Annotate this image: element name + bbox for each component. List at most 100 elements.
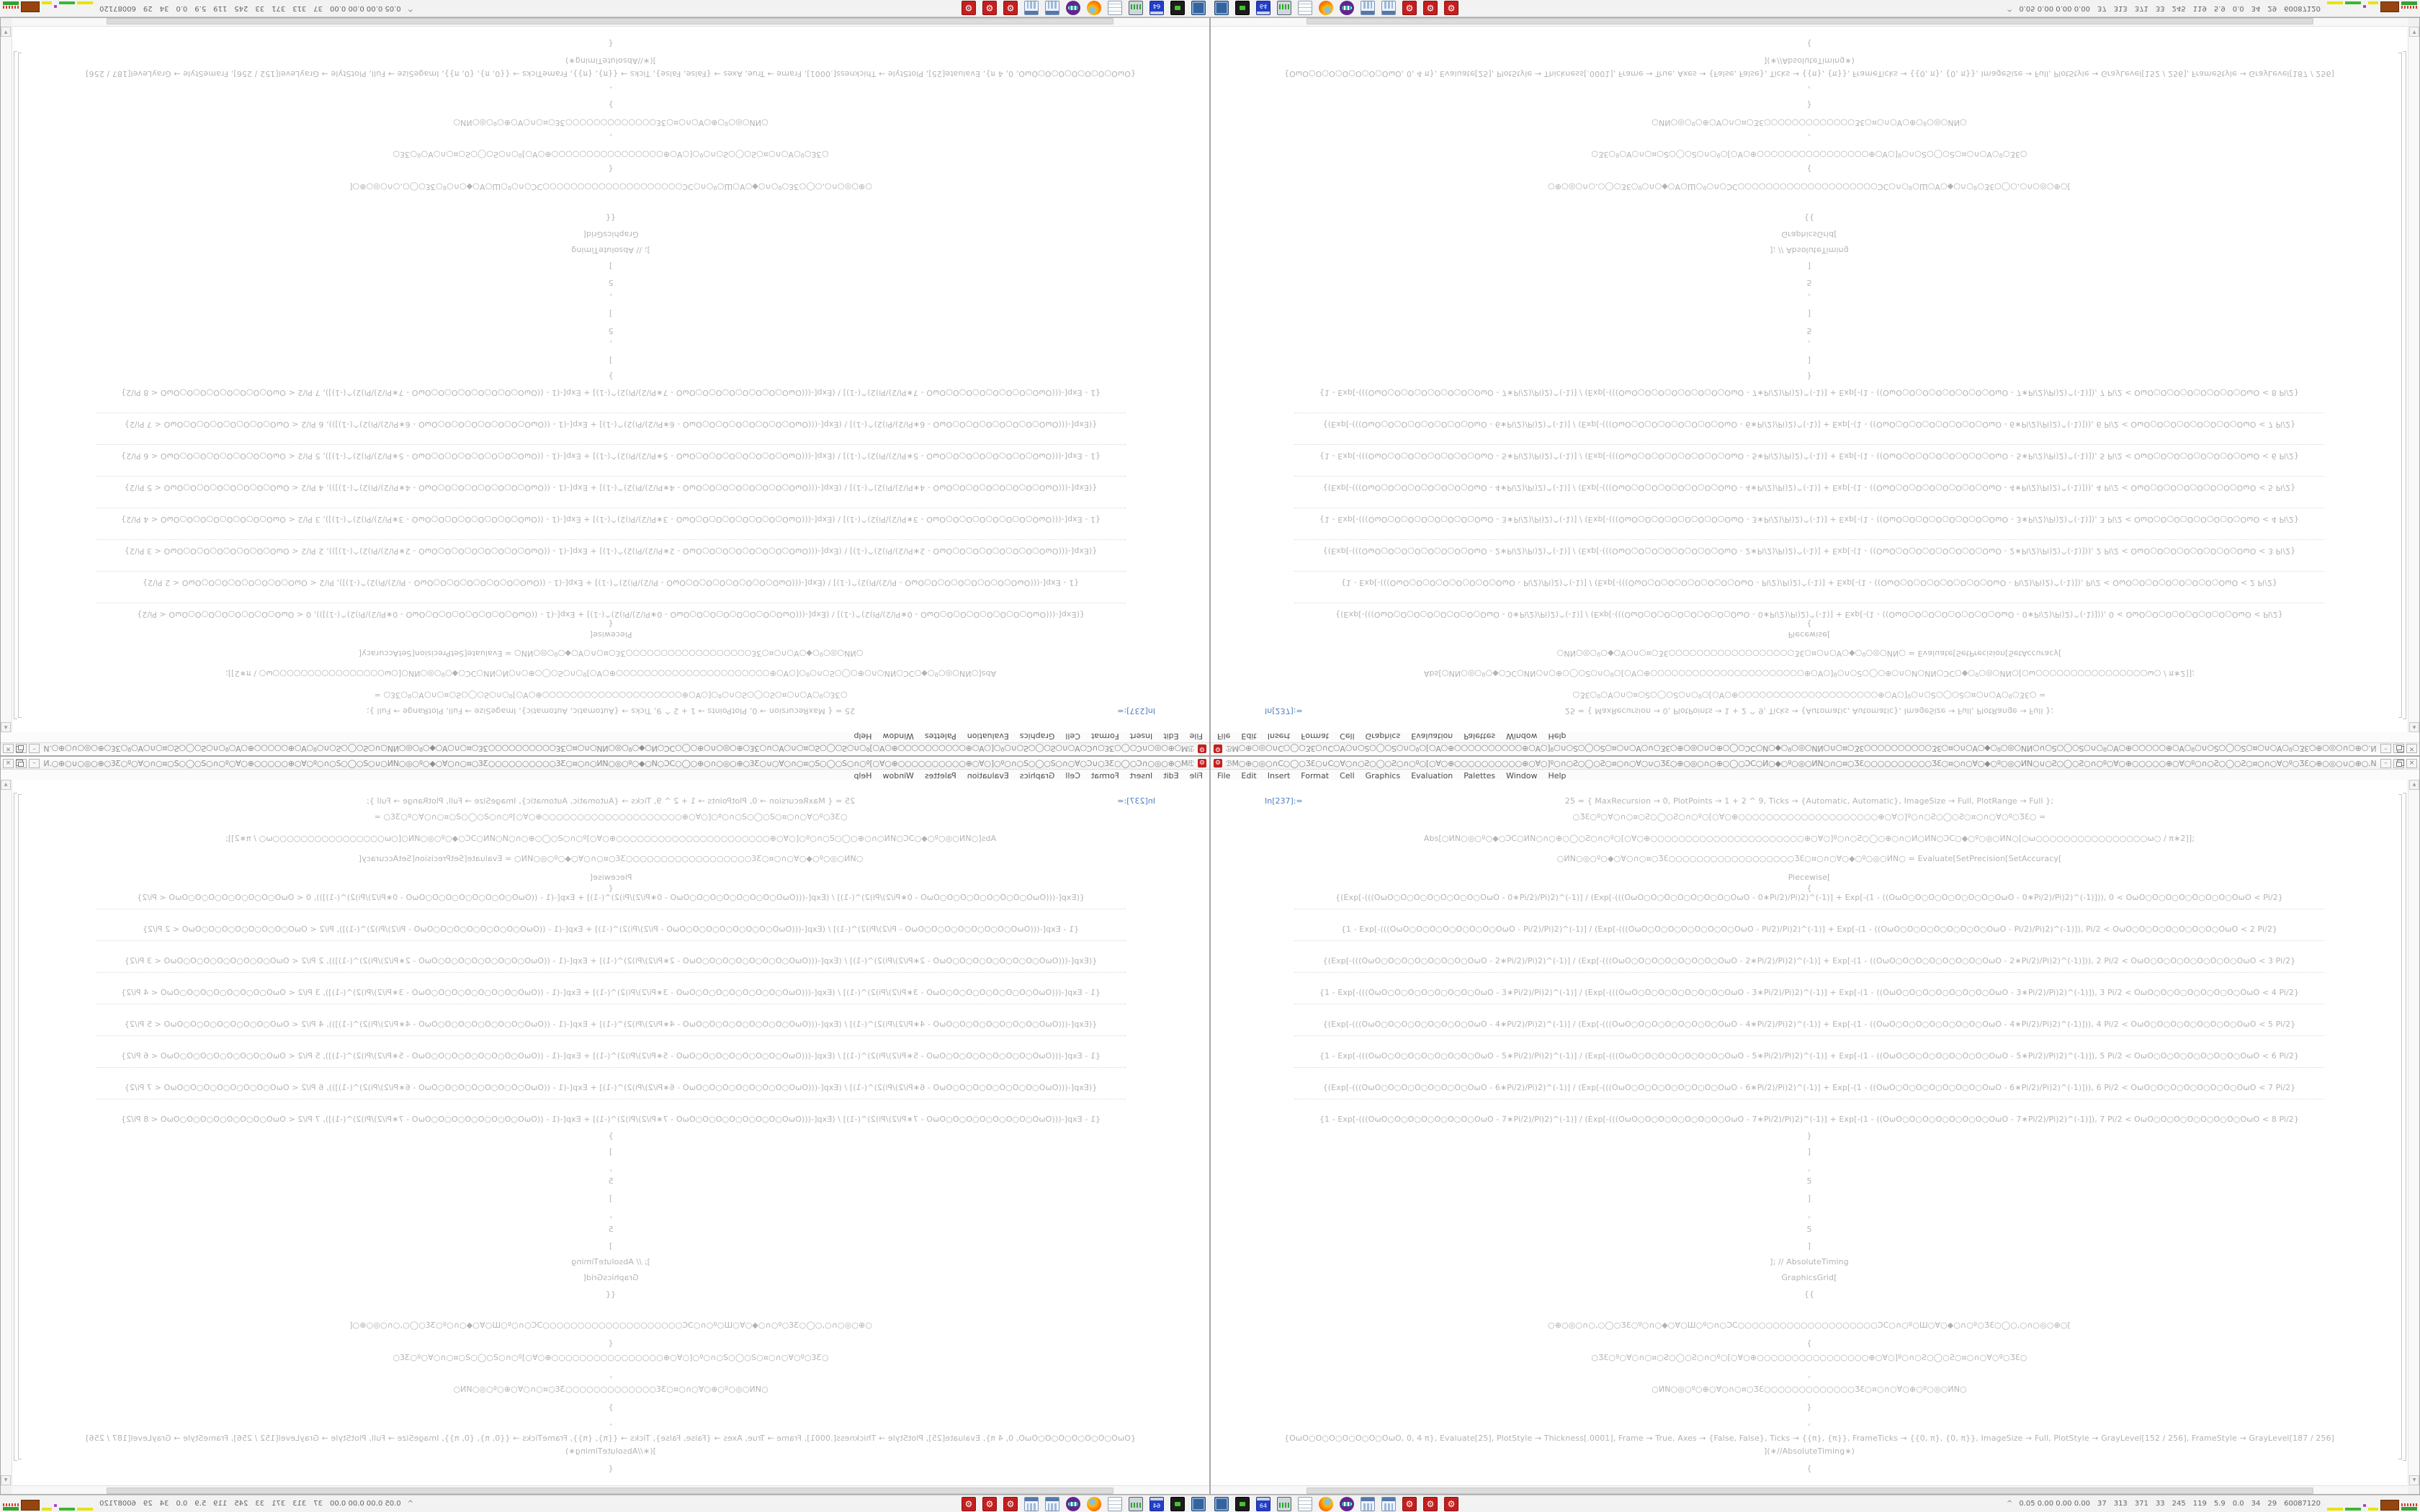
menu-edit[interactable]: Edit [1241, 770, 1257, 780]
menu-file[interactable]: File [1217, 732, 1231, 742]
menu-evaluation[interactable]: Evaluation [1411, 770, 1453, 780]
menu-window[interactable]: Window [1506, 770, 1538, 780]
close-button[interactable]: × [3, 758, 14, 768]
mathematica-window-icon-3[interactable]: ⚙ [962, 1, 976, 16]
privacy-browser-icon[interactable] [1340, 1, 1354, 16]
mathematica-window-icon-1[interactable]: ⚙ [1402, 1, 1417, 16]
menu-evaluation[interactable]: Evaluation [967, 732, 1009, 742]
calculator-icon[interactable] [1045, 1, 1059, 16]
mathematica-window-icon-1[interactable]: ⚙ [1003, 1496, 1018, 1511]
calculator-icon[interactable] [1361, 1496, 1375, 1511]
task-manager-icon[interactable] [1129, 1496, 1143, 1511]
window-titlebar[interactable]: ⚙ ℬM○⊕○◎○∩C○◯○ƷƐ○∪C○∀○∩○Ƨ○◯○Ƨ○∩○º○[○∀○⊕○… [1211, 757, 2419, 770]
scroll-down-button[interactable]: ▼ [1, 1475, 11, 1485]
floppy-64-icon[interactable]: 64 [1150, 1, 1164, 16]
minimize-button[interactable]: – [29, 744, 40, 754]
calculator-icon[interactable] [1361, 1, 1375, 16]
menu-edit[interactable]: Edit [1241, 732, 1257, 742]
menu-palettes[interactable]: Palettes [1464, 732, 1496, 742]
scroll-down-button[interactable]: ▼ [2409, 27, 2419, 37]
menu-insert[interactable]: Insert [1267, 732, 1291, 742]
menu-edit[interactable]: Edit [1163, 732, 1179, 742]
menu-file[interactable]: File [1217, 770, 1231, 780]
menu-cell[interactable]: Cell [1340, 732, 1355, 742]
menu-format[interactable]: Format [1301, 770, 1330, 780]
menu-graphics[interactable]: Graphics [1019, 732, 1055, 742]
cell-bracket-inner[interactable] [18, 53, 22, 718]
close-button[interactable]: × [2406, 758, 2417, 768]
restore-button[interactable] [2393, 758, 2404, 768]
mathematica-window-icon-2[interactable]: ⚙ [1423, 1, 1438, 16]
task-manager-icon[interactable] [1277, 1496, 1291, 1511]
privacy-browser-icon[interactable] [1066, 1496, 1080, 1511]
calculator-icon-2[interactable] [1024, 1496, 1039, 1511]
vertical-scrollbar[interactable]: ▲ ▼ [2408, 780, 2419, 1485]
cell-bracket-inner[interactable] [18, 794, 22, 1459]
mathematica-window-icon-1[interactable]: ⚙ [1402, 1496, 1417, 1511]
text-editor-icon[interactable] [1298, 1, 1312, 16]
menu-palettes[interactable]: Palettes [924, 732, 956, 742]
menu-window[interactable]: Window [1506, 732, 1538, 742]
scroll-up-button[interactable]: ▲ [1, 780, 11, 790]
menu-format[interactable]: Format [1090, 732, 1119, 742]
cell-bracket-outer[interactable] [14, 51, 17, 719]
menu-window[interactable]: Window [882, 732, 914, 742]
text-editor-icon[interactable] [1108, 1, 1122, 16]
close-button[interactable]: × [2406, 744, 2417, 754]
menu-file[interactable]: File [1189, 732, 1203, 742]
text-editor-icon[interactable] [1298, 1496, 1312, 1511]
firefox-icon[interactable] [1319, 1, 1333, 16]
calculator-icon-2[interactable] [1024, 1, 1039, 16]
sd-card-copier-icon[interactable] [1170, 1496, 1185, 1511]
menu-insert[interactable]: Insert [1267, 770, 1291, 780]
cell-bracket-outer[interactable] [2403, 51, 2406, 719]
menu-format[interactable]: Format [1301, 732, 1330, 742]
menu-graphics[interactable]: Graphics [1365, 732, 1401, 742]
window-titlebar[interactable]: ⚙ ℬM○⊕○◎○∩C○◯○ƷƐ○∪C○∀○∩○Ƨ○◯○Ƨ○∩○º○[○∀○⊕○… [1, 757, 1209, 770]
sd-card-copier-icon[interactable] [1235, 1, 1250, 16]
menu-help[interactable]: Help [1548, 770, 1567, 780]
tray-collapse-icon[interactable]: ^ [2006, 4, 2013, 13]
scroll-down-button[interactable]: ▼ [1, 27, 11, 37]
menu-help[interactable]: Help [853, 732, 872, 742]
tray-collapse-icon[interactable]: ^ [407, 4, 414, 13]
cell-bracket-outer[interactable] [2403, 793, 2406, 1461]
mathematica-window-icon-2[interactable]: ⚙ [982, 1496, 997, 1511]
cell-bracket-inner[interactable] [2398, 794, 2402, 1459]
scroll-up-button[interactable]: ▲ [1, 722, 11, 732]
scroll-up-button[interactable]: ▲ [2409, 780, 2419, 790]
privacy-browser-icon[interactable] [1340, 1496, 1354, 1511]
menu-graphics[interactable]: Graphics [1365, 770, 1401, 780]
tray-collapse-icon[interactable]: ^ [2006, 1499, 2013, 1508]
minimize-button[interactable]: – [2380, 744, 2391, 754]
firefox-icon[interactable] [1087, 1, 1101, 16]
cell-bracket-outer[interactable] [14, 793, 17, 1461]
task-manager-icon[interactable] [1277, 1, 1291, 16]
floppy-64-icon[interactable]: 64 [1256, 1, 1270, 16]
horizontal-scroll-thumb[interactable] [106, 18, 1114, 24]
menu-insert[interactable]: Insert [1129, 732, 1153, 742]
calculator-icon-2[interactable] [1381, 1496, 1396, 1511]
screenshot-tool-icon[interactable] [1191, 1, 1206, 16]
vertical-scrollbar[interactable]: ▲ ▼ [1, 780, 12, 1485]
menu-palettes[interactable]: Palettes [1464, 770, 1496, 780]
mathematica-window-icon-3[interactable]: ⚙ [1444, 1, 1458, 16]
calculator-icon-2[interactable] [1381, 1, 1396, 16]
horizontal-scroll-thumb[interactable] [106, 1488, 1114, 1494]
notebook-content[interactable]: In[237]:= 25 = { MaxRecursion → 0, PlotP… [12, 27, 1209, 732]
text-editor-icon[interactable] [1108, 1496, 1122, 1511]
calculator-icon[interactable] [1045, 1496, 1059, 1511]
notebook-content[interactable]: In[237]:= 25 = { MaxRecursion → 0, PlotP… [1211, 27, 2408, 732]
firefox-icon[interactable] [1087, 1496, 1101, 1511]
sd-card-copier-icon[interactable] [1235, 1496, 1250, 1511]
mathematica-window-icon-1[interactable]: ⚙ [1003, 1, 1018, 16]
mathematica-window-icon-3[interactable]: ⚙ [1444, 1496, 1458, 1511]
screenshot-tool-icon[interactable] [1191, 1496, 1206, 1511]
floppy-64-icon[interactable]: 64 [1256, 1496, 1270, 1511]
tray-collapse-icon[interactable]: ^ [407, 1499, 414, 1508]
sd-card-copier-icon[interactable] [1170, 1, 1185, 16]
horizontal-scroll-thumb[interactable] [1306, 1488, 2314, 1494]
scroll-down-button[interactable]: ▼ [2409, 1475, 2419, 1485]
mathematica-window-icon-2[interactable]: ⚙ [982, 1, 997, 16]
minimize-button[interactable]: – [2380, 758, 2391, 768]
